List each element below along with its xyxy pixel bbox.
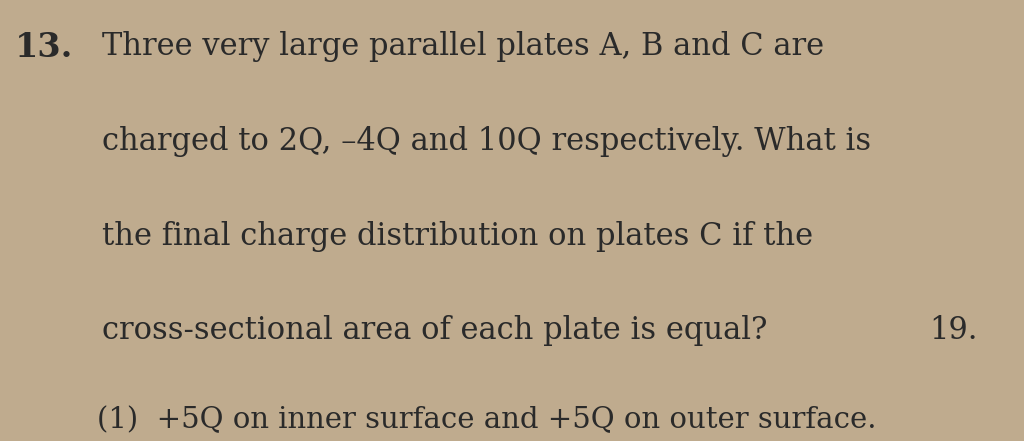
- Text: 19.: 19.: [930, 315, 978, 346]
- Text: cross-sectional area of each plate is equal?: cross-sectional area of each plate is eq…: [102, 315, 768, 346]
- Text: 13.: 13.: [15, 31, 74, 64]
- Text: (1)  +5Q on inner surface and +5Q on outer surface.: (1) +5Q on inner surface and +5Q on oute…: [97, 406, 877, 434]
- Text: the final charge distribution on plates C if the: the final charge distribution on plates …: [102, 220, 813, 251]
- Text: Three very large parallel plates A, B and C are: Three very large parallel plates A, B an…: [102, 31, 824, 62]
- Text: charged to 2Q, –4Q and 10Q respectively. What is: charged to 2Q, –4Q and 10Q respectively.…: [102, 126, 871, 157]
